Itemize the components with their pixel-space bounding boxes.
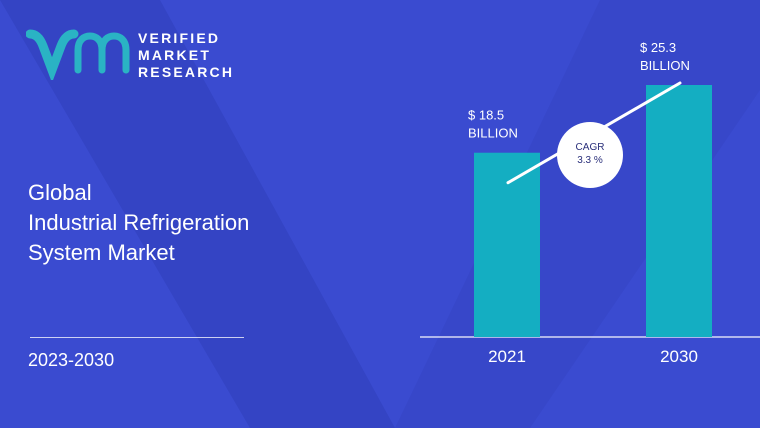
category-label-2030: 2030	[660, 347, 698, 366]
report-title-line-2: Industrial Refrigeration	[28, 210, 250, 235]
brand-line-3: RESEARCH	[138, 64, 235, 80]
brand-name: VERIFIED MARKET RESEARCH	[138, 30, 234, 81]
cagr-value: 3.3 %	[577, 155, 603, 166]
title-divider	[30, 337, 244, 338]
report-title-line-3: System Market	[28, 240, 175, 265]
value-unit-2030: BILLION	[640, 58, 690, 73]
report-title-line-1: Global	[28, 180, 92, 205]
bar-2021	[474, 152, 540, 337]
cagr-label: CAGR	[576, 142, 605, 153]
value-label-2030: $ 25.3	[640, 40, 676, 55]
brand-line-1: VERIFIED	[138, 30, 221, 46]
forecast-period: 2023-2030	[28, 350, 115, 370]
category-label-2021: 2021	[488, 347, 526, 366]
cagr-badge	[557, 122, 623, 188]
brand-line-2: MARKET	[138, 47, 212, 63]
report-title: Global Industrial Refrigeration System M…	[28, 178, 249, 268]
brand-logo-icon	[26, 29, 130, 80]
bar-2030	[646, 85, 712, 337]
value-unit-2021: BILLION	[468, 126, 518, 141]
value-label-2021: $ 18.5	[468, 108, 504, 123]
